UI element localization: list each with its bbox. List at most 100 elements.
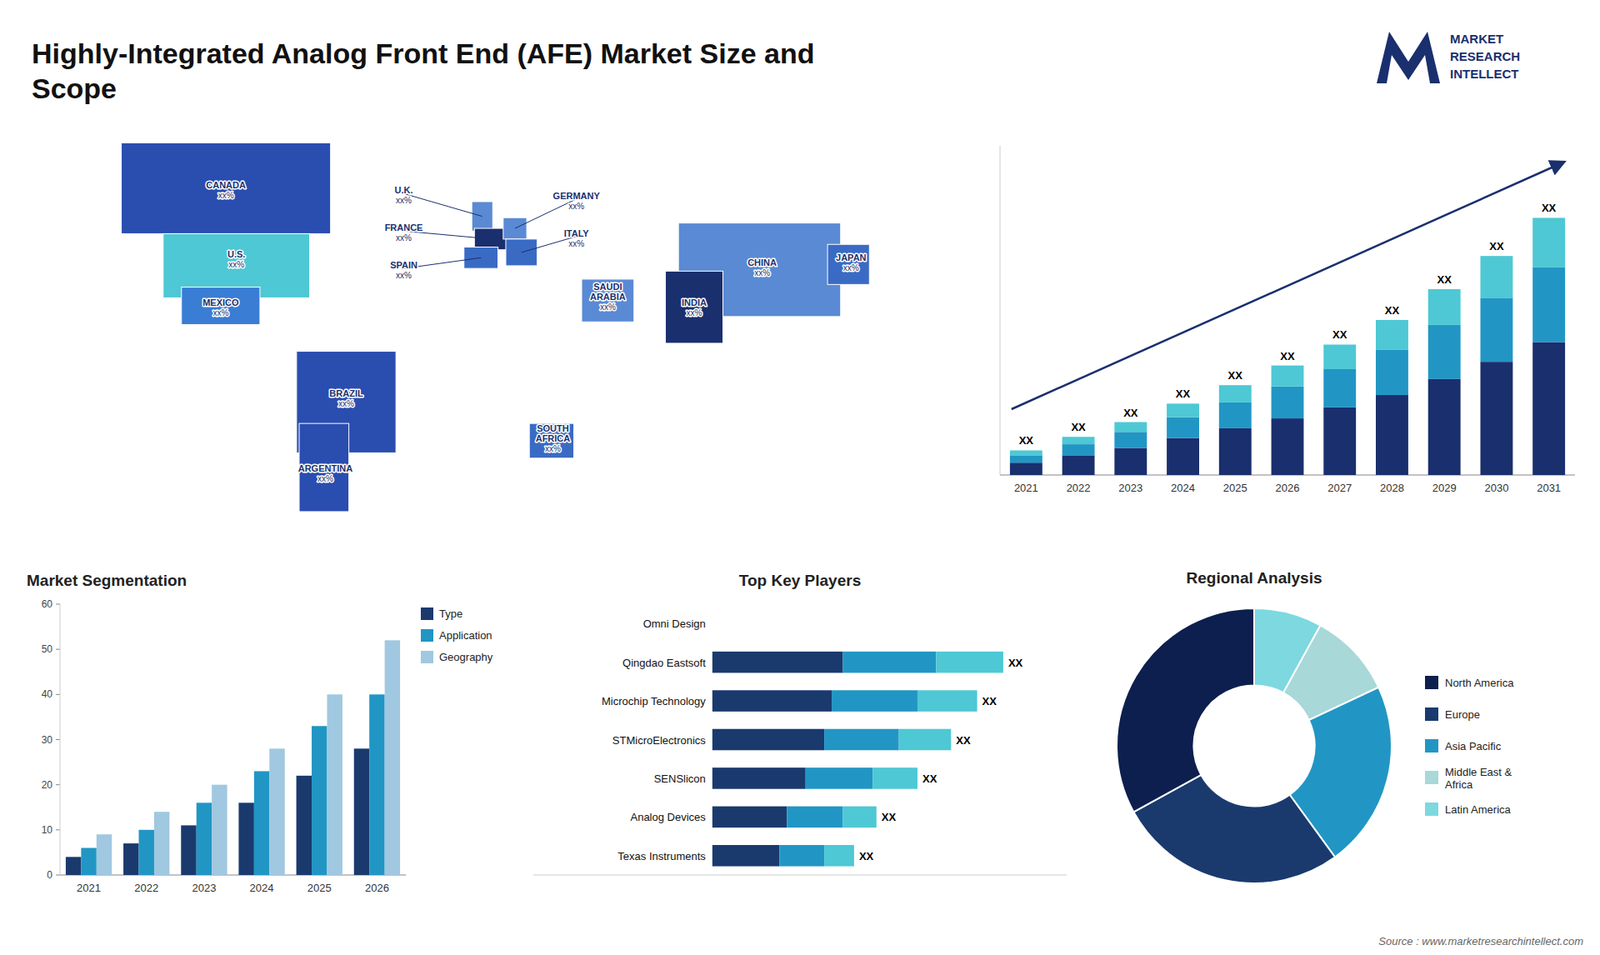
category-labels: Omni DesignQingdao EastsoftMicrochip Tec… bbox=[601, 617, 706, 863]
bar-label: XX bbox=[982, 695, 998, 708]
bar bbox=[65, 856, 81, 875]
map-value-label: xx% bbox=[568, 239, 585, 249]
tick-label: 60 bbox=[41, 598, 54, 610]
map-label: SOUTHAFRICA bbox=[535, 423, 571, 444]
tick-label: 10 bbox=[41, 824, 54, 836]
bar-label: XX bbox=[1175, 387, 1191, 400]
bar bbox=[935, 651, 1004, 674]
text-line: Africa bbox=[1445, 778, 1474, 791]
map-label: FRANCE bbox=[385, 222, 424, 233]
legend-swatch bbox=[1425, 707, 1439, 721]
bar-label: XX bbox=[955, 734, 971, 747]
map-label: INDIA bbox=[681, 297, 707, 308]
text-line: Middle East & bbox=[1445, 765, 1513, 779]
map-region bbox=[581, 279, 635, 322]
map-label: MEXICO bbox=[202, 297, 240, 308]
bar bbox=[1480, 361, 1513, 475]
bar bbox=[296, 775, 312, 875]
bar bbox=[711, 612, 713, 635]
map-region bbox=[121, 142, 331, 234]
source-text: Source : www.marketresearchintellect.com bbox=[1378, 935, 1584, 948]
legend-label: Europe bbox=[1445, 708, 1480, 721]
bar-label: XX bbox=[1008, 656, 1024, 670]
category-label: 2025 bbox=[1223, 481, 1248, 495]
legend: TypeApplicationGeography bbox=[420, 607, 494, 664]
map-value-label: xx% bbox=[843, 263, 860, 273]
bar-label: XX bbox=[1280, 350, 1295, 363]
chart-title: Regional Analysis bbox=[1186, 569, 1323, 587]
chart-title: Market Segmentation bbox=[26, 571, 187, 590]
map-value-label: xx% bbox=[754, 268, 770, 278]
bar bbox=[712, 767, 806, 790]
tick-label: 20 bbox=[41, 779, 54, 791]
bar bbox=[712, 690, 832, 712]
bar bbox=[805, 767, 874, 790]
bar bbox=[1010, 450, 1043, 455]
tick-mark bbox=[55, 829, 60, 830]
tick-mark bbox=[55, 784, 60, 785]
tick-label: 40 bbox=[41, 688, 54, 700]
map-label: SPAIN bbox=[390, 260, 418, 270]
bar bbox=[1062, 436, 1095, 445]
bar bbox=[1532, 217, 1565, 267]
bar-label: XX bbox=[1489, 240, 1505, 253]
bar bbox=[211, 785, 227, 875]
map-label: ITALY bbox=[564, 228, 590, 239]
bar bbox=[917, 690, 978, 712]
map-label: U.K. bbox=[395, 185, 414, 195]
map-value-label: xx% bbox=[395, 270, 412, 280]
legend-swatch bbox=[1425, 802, 1439, 816]
bar-label: XX bbox=[859, 850, 875, 863]
legend-label: Middle East &Africa bbox=[1445, 765, 1513, 791]
bars bbox=[712, 651, 1004, 867]
text-line: ARABIA bbox=[590, 291, 626, 302]
bar-label: XX bbox=[1070, 420, 1086, 434]
category-label: Microchip Technology bbox=[601, 695, 706, 708]
map-value-label: xx% bbox=[395, 195, 412, 205]
bar-label: XX bbox=[1541, 201, 1557, 215]
bar bbox=[238, 802, 254, 875]
bar bbox=[842, 651, 936, 674]
bar bbox=[1428, 289, 1461, 325]
map-value-label: xx% bbox=[395, 233, 412, 243]
bar bbox=[1219, 385, 1252, 403]
legend-swatch bbox=[420, 629, 434, 642]
bars bbox=[1010, 217, 1565, 475]
bar bbox=[1114, 448, 1147, 475]
bar-chart: Market Segmentation010203040506020212022… bbox=[26, 571, 494, 895]
bar bbox=[831, 690, 918, 712]
bar bbox=[1010, 462, 1043, 475]
bar bbox=[1219, 428, 1252, 475]
map-label: ARGENTINA bbox=[298, 463, 353, 474]
category-label: 2021 bbox=[1014, 481, 1039, 495]
bar bbox=[123, 843, 139, 875]
category-label: 2030 bbox=[1484, 481, 1509, 495]
category-label: 2029 bbox=[1432, 481, 1457, 495]
legend-label: North America bbox=[1445, 676, 1515, 690]
map-region bbox=[665, 270, 723, 344]
bar bbox=[139, 830, 155, 875]
value-axis-line bbox=[533, 875, 1067, 876]
bar bbox=[1428, 379, 1461, 475]
page-title: Highly-Integrated Analog Front End (AFE)… bbox=[31, 37, 815, 105]
trend-arrow bbox=[1011, 162, 1564, 410]
map-region bbox=[529, 423, 574, 459]
map-label: GERMANY bbox=[553, 190, 601, 201]
category-label: 2025 bbox=[307, 881, 332, 895]
bar-label: XX bbox=[1123, 406, 1139, 420]
logo: MARKETRESEARCHINTELLECT bbox=[1376, 31, 1520, 84]
legend-swatch bbox=[1425, 770, 1439, 785]
tick-label: 30 bbox=[41, 734, 54, 746]
bar-labels: XXXXXXXXXXXX bbox=[859, 656, 1024, 863]
text-line: SAUDI bbox=[593, 281, 622, 292]
tick-mark bbox=[55, 694, 60, 695]
bar bbox=[1323, 407, 1356, 475]
legend-swatch bbox=[420, 650, 434, 664]
tick-mark bbox=[55, 649, 60, 650]
page: Highly-Integrated Analog Front End (AFE)… bbox=[0, 0, 1600, 955]
category-label: Qingdao Eastsoft bbox=[622, 656, 706, 670]
map-label: CHINA bbox=[747, 257, 777, 268]
legend-label: Application bbox=[439, 629, 493, 642]
logo-text: INTELLECT bbox=[1450, 66, 1520, 81]
bar bbox=[779, 845, 825, 867]
